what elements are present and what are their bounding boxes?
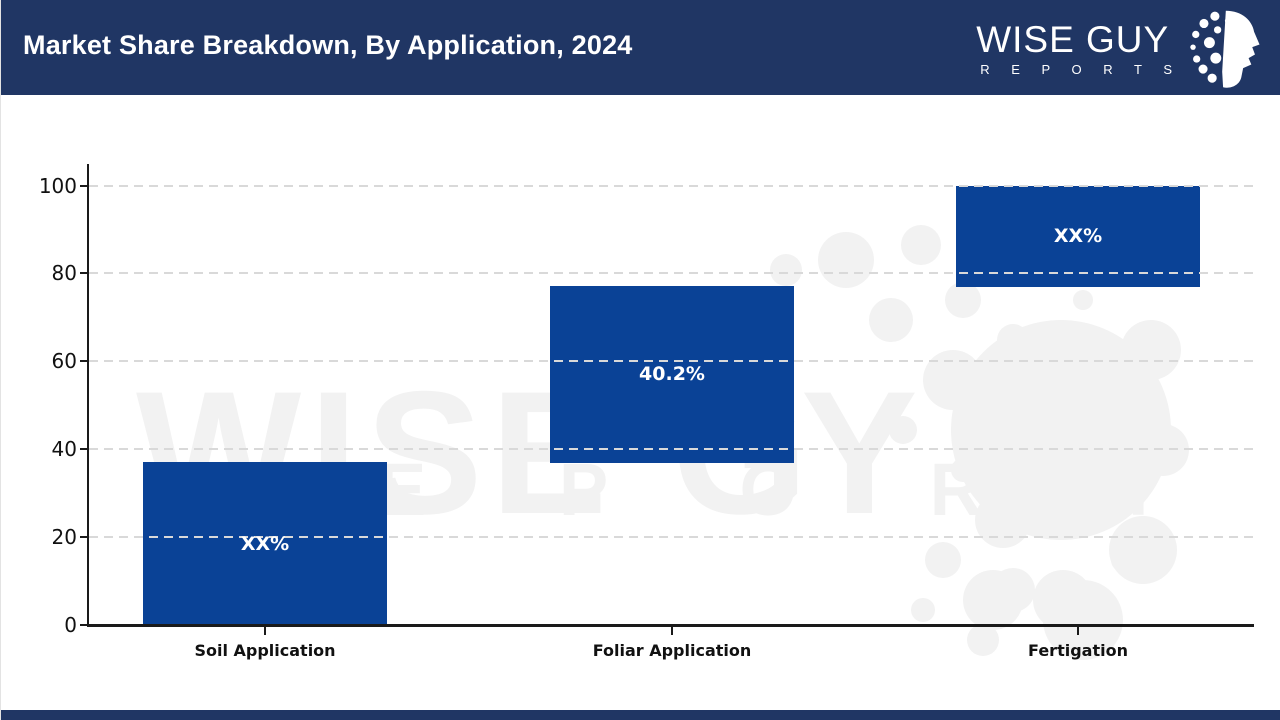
y-tick-label: 0 bbox=[64, 613, 77, 637]
y-tick-mark bbox=[80, 624, 88, 626]
y-tick-mark bbox=[80, 184, 88, 187]
bar-value-label: XX% bbox=[240, 532, 290, 555]
y-tick-mark bbox=[80, 448, 88, 451]
y-tick-mark bbox=[80, 360, 88, 363]
y-tick-label: 100 bbox=[38, 173, 77, 198]
watermark-dot bbox=[1121, 320, 1181, 380]
brand-name: WISE GUY bbox=[976, 19, 1170, 60]
watermark-dot bbox=[945, 282, 981, 318]
watermark-dot bbox=[963, 570, 1023, 630]
watermark-dot bbox=[869, 298, 913, 342]
bar-value-label: XX% bbox=[1053, 225, 1103, 248]
dotted-face-logo-icon bbox=[1190, 10, 1260, 88]
watermark-dot bbox=[1109, 516, 1177, 584]
bar-segment-3 bbox=[956, 185, 1200, 288]
gridline bbox=[89, 184, 1254, 187]
gridline bbox=[89, 536, 1254, 539]
watermark-dot bbox=[925, 542, 961, 578]
watermark-dot bbox=[818, 232, 874, 288]
watermark-text: Y bbox=[801, 356, 918, 551]
header-bar: Market Share Breakdown, By Application, … bbox=[1, 0, 1280, 95]
watermark-dot bbox=[1043, 580, 1123, 660]
bar-segment-2 bbox=[550, 286, 794, 463]
x-category-label: Fertigation bbox=[1028, 641, 1128, 660]
y-tick-label: 80 bbox=[51, 261, 77, 286]
y-tick-mark bbox=[80, 536, 88, 539]
page-title: Market Share Breakdown, By Application, … bbox=[23, 30, 633, 60]
watermark-dot bbox=[889, 416, 917, 444]
watermark-dot bbox=[1073, 290, 1093, 310]
x-axis-line bbox=[87, 624, 1254, 627]
brand-subtitle: R E P O R T S bbox=[980, 62, 1181, 77]
x-tick-mark bbox=[671, 627, 673, 635]
gridline bbox=[89, 272, 1254, 275]
x-category-label: Foliar Application bbox=[592, 641, 752, 660]
chart-plot-area: WISE G Y R E P O R T S XX% 40.2% XX% 0 20 40 6… bbox=[1, 95, 1280, 710]
brand-logo: WISE GUY R E P O R T S bbox=[976, 8, 1263, 90]
bar-value-label: 40.2% bbox=[639, 363, 705, 386]
gridline bbox=[89, 360, 1254, 363]
y-tick-label: 60 bbox=[51, 349, 77, 374]
y-tick-mark bbox=[80, 272, 88, 275]
gridline bbox=[89, 448, 1254, 451]
x-tick-mark bbox=[1077, 627, 1079, 635]
y-axis-line bbox=[87, 163, 89, 627]
x-tick-mark bbox=[264, 627, 266, 635]
watermark-dot bbox=[770, 254, 802, 286]
bar-segment-1 bbox=[143, 462, 387, 625]
watermark-dot bbox=[911, 598, 935, 622]
brand-logo-text: WISE GUY R E P O R T S bbox=[976, 19, 1181, 78]
footer-bar bbox=[1, 710, 1280, 720]
y-tick-label: 40 bbox=[51, 437, 77, 462]
y-tick-label: 20 bbox=[51, 525, 77, 550]
x-category-label: Soil Application bbox=[194, 641, 336, 660]
watermark-dot bbox=[901, 225, 941, 265]
